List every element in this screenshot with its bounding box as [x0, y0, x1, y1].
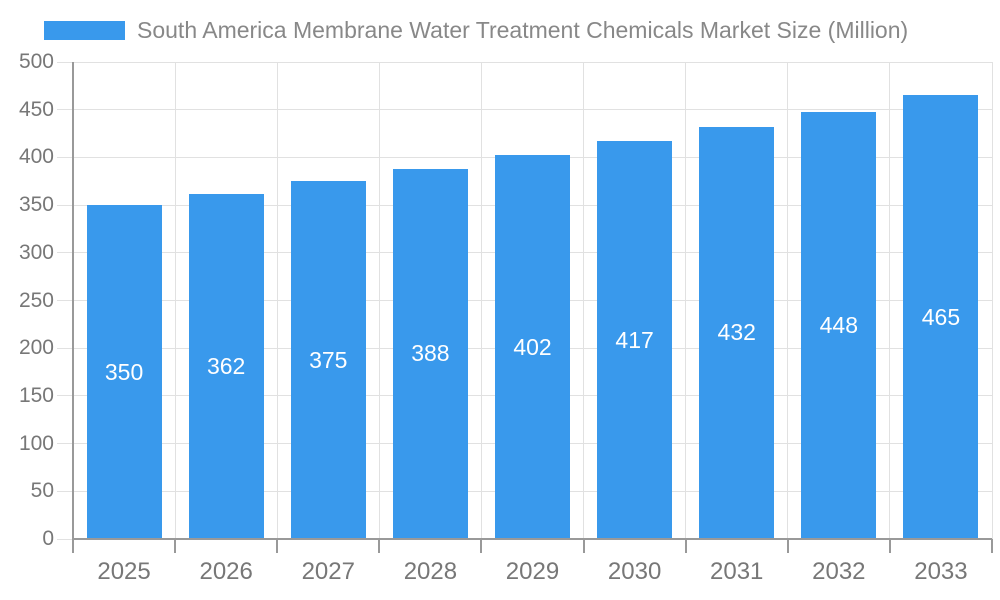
- x-axis-label: 2030: [607, 558, 662, 585]
- gridline-vertical: [174, 62, 176, 539]
- bar: 375: [290, 181, 366, 539]
- gridline-vertical: [378, 62, 380, 539]
- gridline-vertical: [889, 62, 891, 539]
- gridline-vertical: [787, 62, 789, 539]
- x-axis-tick: [276, 539, 279, 553]
- bar: 417: [597, 141, 673, 539]
- x-axis-tick: [991, 539, 993, 553]
- y-axis-line: [72, 62, 74, 553]
- x-axis-label: 2031: [710, 558, 764, 585]
- y-axis-label: 300: [18, 240, 54, 264]
- y-axis-label: 200: [18, 336, 54, 360]
- gridline-vertical: [991, 62, 993, 539]
- gridline-horizontal: [57, 61, 992, 63]
- bar-value-label: 362: [206, 352, 246, 379]
- bar-value-label: 448: [819, 311, 859, 338]
- y-axis-label: 50: [30, 479, 54, 503]
- y-axis-label: 150: [18, 383, 54, 407]
- bar-value-label: 417: [615, 326, 654, 353]
- bar: 362: [188, 193, 264, 539]
- chart-title: South America Membrane Water Treatment C…: [137, 17, 909, 43]
- legend-swatch: [44, 20, 125, 40]
- gridline-vertical: [685, 62, 687, 539]
- gridline-vertical: [276, 62, 278, 539]
- x-axis-label: 2032: [812, 558, 866, 585]
- x-axis-tick: [786, 539, 789, 553]
- y-axis-label: 450: [18, 97, 54, 121]
- bar: 432: [699, 126, 775, 539]
- x-axis-tick: [582, 539, 585, 553]
- x-axis-label: 2027: [301, 558, 355, 585]
- chart-legend: South America Membrane Water Treatment C…: [44, 17, 908, 43]
- bar: 350: [86, 205, 162, 539]
- gridline-vertical: [480, 62, 482, 539]
- bar: 448: [801, 111, 877, 539]
- gridline-horizontal: [57, 109, 992, 111]
- y-axis-label: 500: [18, 50, 54, 73]
- y-axis-label: 400: [18, 145, 54, 169]
- y-axis-label: 250: [18, 288, 54, 312]
- y-axis-label: 0: [42, 527, 54, 550]
- x-axis-tick: [888, 539, 891, 553]
- bar: 465: [903, 95, 979, 539]
- bar-value-label: 350: [104, 358, 144, 385]
- y-axis-label: 350: [18, 193, 54, 217]
- bar-value-label: 465: [921, 303, 961, 330]
- bar-value-label: 432: [717, 319, 756, 346]
- x-axis-line: [73, 538, 992, 540]
- bar: 388: [392, 168, 468, 539]
- gridline-vertical: [583, 62, 585, 539]
- x-axis-label: 2033: [914, 558, 968, 585]
- bar: 402: [495, 155, 570, 539]
- x-axis-label: 2029: [505, 558, 560, 585]
- x-axis-tick: [174, 539, 177, 553]
- x-axis-label: 2025: [97, 558, 151, 585]
- bar-value-label: 402: [513, 333, 552, 360]
- x-axis-tick: [684, 539, 687, 553]
- x-axis-tick: [480, 539, 483, 553]
- bar-value-label: 388: [411, 340, 450, 367]
- x-axis-tick: [378, 539, 381, 553]
- x-axis-label: 2026: [199, 558, 253, 585]
- x-axis-label: 2028: [403, 558, 458, 585]
- bar-value-label: 375: [309, 346, 348, 373]
- y-axis-label: 100: [18, 431, 54, 455]
